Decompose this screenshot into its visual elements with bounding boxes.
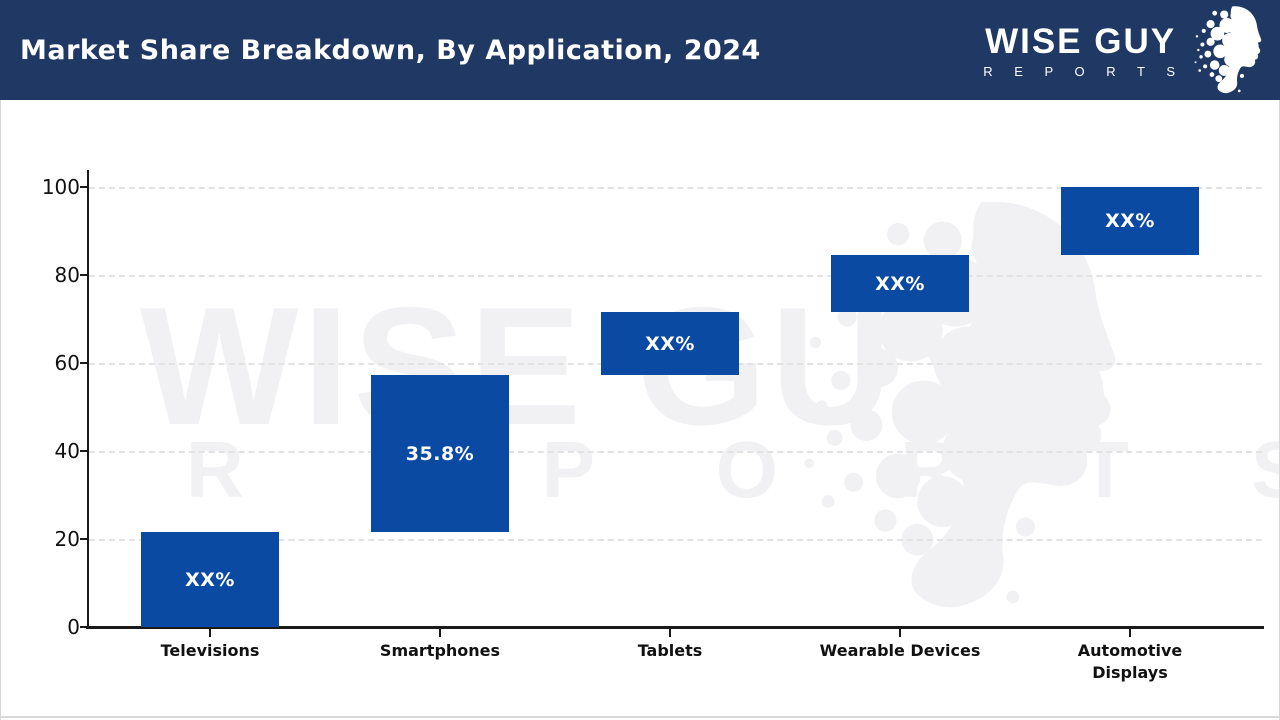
y-tick-mark-60 — [80, 362, 87, 364]
brand-subtitle: R E P O R T S — [983, 63, 1184, 79]
x-tick-mark-3 — [899, 629, 901, 637]
watermark-head-icon — [730, 196, 1200, 616]
bar-smartphones: 35.8% — [371, 374, 509, 533]
brand-name: WISE GUY — [985, 21, 1177, 61]
y-tick-label-100: 100 — [41, 175, 80, 199]
x-tick-mark-1 — [439, 629, 441, 637]
category-label-tablets: Tablets — [637, 641, 703, 660]
gridline-100 — [89, 187, 1262, 189]
category-label-automotive-displays: Automotive Displays — [1077, 641, 1183, 682]
x-axis-line — [86, 626, 1264, 629]
gridline-80 — [89, 275, 1262, 277]
gridline-20 — [89, 539, 1262, 541]
page-title: Market Share Breakdown, By Application, … — [20, 34, 761, 66]
bar-value-label: XX% — [645, 332, 695, 355]
y-tick-mark-80 — [80, 274, 87, 276]
bar-automotive-displays: XX% — [1061, 187, 1199, 256]
y-tick-mark-40 — [80, 450, 87, 452]
x-tick-mark-4 — [1129, 629, 1131, 637]
y-tick-mark-100 — [80, 186, 87, 188]
bar-value-label: XX% — [185, 568, 235, 591]
bar-value-label: XX% — [1105, 210, 1155, 233]
y-tick-label-40: 40 — [54, 439, 80, 463]
y-tick-label-80: 80 — [54, 263, 80, 287]
x-tick-mark-0 — [209, 629, 211, 637]
y-tick-label-20: 20 — [54, 527, 80, 551]
bar-value-label: XX% — [875, 272, 925, 295]
y-tick-label-60: 60 — [54, 351, 80, 375]
brand-logo: WISE GUY R E P O R T S — [977, 0, 1270, 100]
footer-divider — [0, 716, 1280, 718]
bar-tablets: XX% — [601, 312, 739, 375]
waterfall-chart: 0 20 40 60 80 100 XX% Televisions 35.8% Smartphon… — [0, 100, 1280, 716]
y-tick-mark-0 — [80, 626, 87, 628]
bar-value-label: 35.8% — [405, 442, 475, 465]
wise-guy-head-icon — [1188, 5, 1270, 95]
bar-televisions: XX% — [141, 532, 279, 627]
gridline-40 — [89, 451, 1262, 453]
y-tick-label-0: 0 — [67, 615, 80, 639]
x-tick-mark-2 — [669, 629, 671, 637]
category-label-televisions: Televisions — [160, 641, 260, 660]
page-border-left — [0, 100, 1, 720]
category-label-wearable-devices: Wearable Devices — [819, 641, 981, 660]
brand-logo-text: WISE GUY R E P O R T S — [977, 22, 1184, 79]
category-label-smartphones: Smartphones — [379, 641, 501, 660]
y-axis-line — [87, 170, 89, 628]
header-bar: Market Share Breakdown, By Application, … — [0, 0, 1280, 100]
bar-wearable-devices: XX% — [831, 255, 969, 313]
y-tick-mark-20 — [80, 538, 87, 540]
